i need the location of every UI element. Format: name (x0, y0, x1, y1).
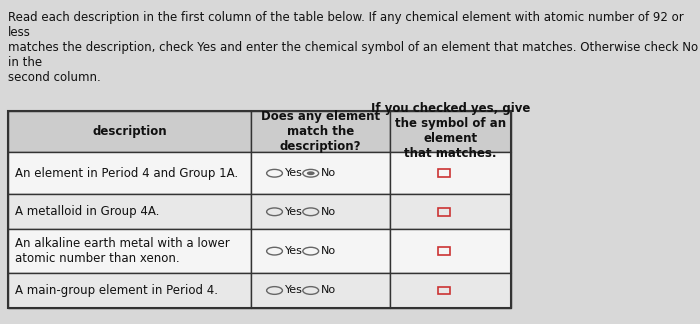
Text: Yes: Yes (285, 246, 303, 256)
Bar (438, 248, 450, 255)
Text: A main-group element in Period 4.: A main-group element in Period 4. (15, 284, 218, 297)
Text: A metalloid in Group 4A.: A metalloid in Group 4A. (15, 205, 159, 218)
FancyBboxPatch shape (390, 273, 512, 308)
FancyBboxPatch shape (8, 194, 251, 229)
Text: Does any element
match the
description?: Does any element match the description? (261, 110, 380, 153)
Text: An element in Period 4 and Group 1A.: An element in Period 4 and Group 1A. (15, 167, 238, 180)
FancyBboxPatch shape (390, 110, 512, 152)
Text: No: No (321, 168, 337, 178)
Circle shape (307, 171, 315, 175)
Text: No: No (321, 285, 337, 295)
FancyBboxPatch shape (251, 273, 390, 308)
FancyBboxPatch shape (390, 152, 512, 194)
FancyBboxPatch shape (251, 229, 390, 273)
FancyBboxPatch shape (390, 194, 512, 229)
FancyBboxPatch shape (8, 152, 251, 194)
Text: No: No (321, 246, 337, 256)
Text: Yes: Yes (285, 168, 303, 178)
FancyBboxPatch shape (8, 229, 251, 273)
Bar (438, 208, 450, 215)
FancyBboxPatch shape (251, 194, 390, 229)
Text: Read each description in the first column of the table below. If any chemical el: Read each description in the first colum… (8, 11, 698, 84)
FancyBboxPatch shape (251, 152, 390, 194)
Text: Yes: Yes (285, 207, 303, 217)
Text: If you checked yes, give
the symbol of an
element
that matches.: If you checked yes, give the symbol of a… (371, 102, 531, 160)
Text: No: No (321, 207, 337, 217)
Bar (438, 287, 450, 294)
Text: An alkaline earth metal with a lower
atomic number than xenon.: An alkaline earth metal with a lower ato… (15, 237, 230, 265)
FancyBboxPatch shape (251, 110, 390, 152)
FancyBboxPatch shape (8, 273, 251, 308)
FancyBboxPatch shape (390, 229, 512, 273)
Bar (438, 169, 450, 177)
FancyBboxPatch shape (8, 110, 251, 152)
Text: description: description (92, 125, 167, 138)
Text: Yes: Yes (285, 285, 303, 295)
